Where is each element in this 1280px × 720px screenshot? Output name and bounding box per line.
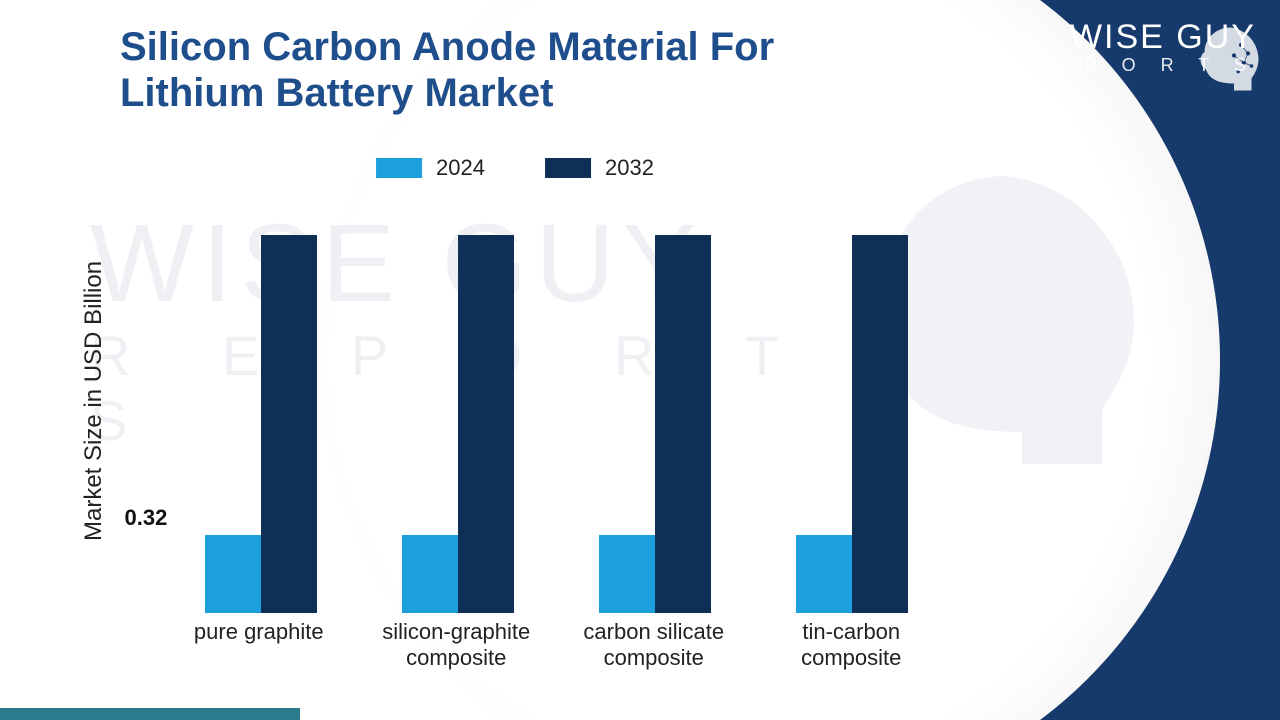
- bar-group: [772, 235, 932, 613]
- legend-item: 2024: [376, 155, 485, 181]
- legend-label: 2032: [605, 155, 654, 181]
- legend-swatch: [545, 158, 591, 178]
- bar: [796, 535, 852, 613]
- logo-line2: R E P O R T S: [1010, 55, 1256, 76]
- bar-value-label: 0.32: [125, 505, 168, 531]
- x-axis-label: pure graphite: [169, 619, 349, 672]
- bar: [655, 235, 711, 613]
- legend-swatch: [376, 158, 422, 178]
- legend: 2024 2032: [376, 155, 654, 181]
- x-axis-label: tin-carbon composite: [761, 619, 941, 672]
- bar-group: [378, 235, 538, 613]
- chart-title: Silicon Carbon Anode Material For Lithiu…: [120, 24, 840, 116]
- legend-item: 2032: [545, 155, 654, 181]
- brand-logo: WISE GUY R E P O R T S: [1010, 18, 1256, 76]
- bar-group: [575, 235, 735, 613]
- x-axis-label: carbon silicate composite: [564, 619, 744, 672]
- plot-area: 0.32: [160, 185, 950, 615]
- x-axis-labels: pure graphite silicon-graphite composite c…: [160, 619, 950, 672]
- bar: [402, 535, 458, 613]
- bar-groups: 0.32: [162, 185, 950, 613]
- bar: [852, 235, 908, 613]
- y-axis-label: Market Size in USD Billion: [80, 261, 108, 541]
- x-axis-label: silicon-graphite composite: [366, 619, 546, 672]
- logo-line1: WISE GUY: [1010, 18, 1256, 57]
- bar: [261, 235, 317, 613]
- bar: [599, 535, 655, 613]
- bottom-accent-strip: [0, 708, 300, 720]
- chart: 2024 2032 Market Size in USD Billion 0.32…: [60, 155, 970, 710]
- bar-group: 0.32: [181, 235, 341, 613]
- bar: [458, 235, 514, 613]
- bar: [205, 535, 261, 613]
- legend-label: 2024: [436, 155, 485, 181]
